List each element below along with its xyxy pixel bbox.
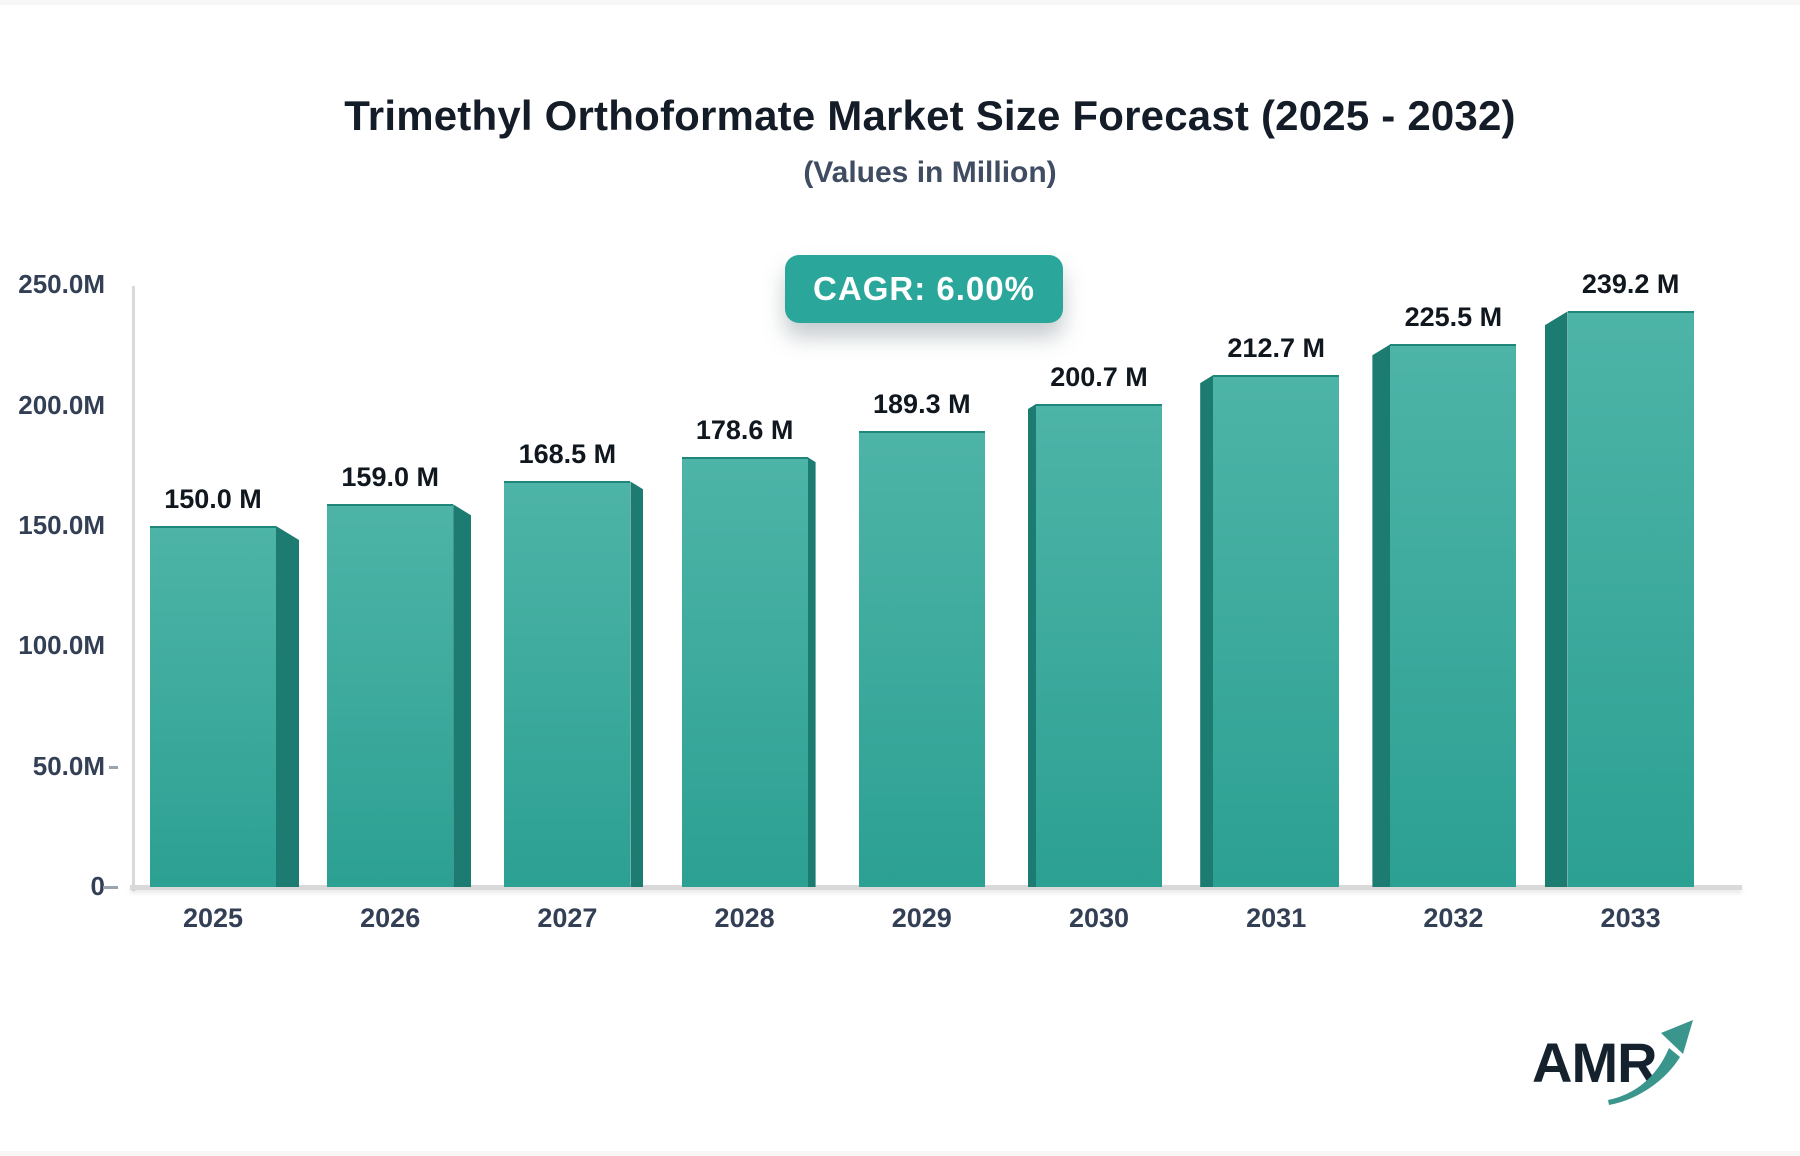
- bar-2026-side: [453, 504, 472, 887]
- cagr-badge: CAGR: 6.00%: [785, 255, 1063, 323]
- bar-2026: [327, 504, 454, 887]
- bar-value-label-2031: 212.7 M: [1227, 333, 1325, 364]
- growth-arrow-icon: [1608, 1020, 1693, 1105]
- x-axis-label-2028: 2028: [714, 903, 775, 933]
- title-block: Trimethyl Orthoformate Market Size Forec…: [60, 92, 1800, 190]
- bar-2027: [504, 481, 631, 887]
- bar-2029: [858, 431, 985, 887]
- bottom-edge-strip: [0, 1151, 1800, 1156]
- bar-value-label-2026: 159.0 M: [341, 462, 439, 493]
- bar-value-label-2033: 239.2 M: [1581, 269, 1680, 300]
- bar-2028: [681, 457, 808, 887]
- page-title: Trimethyl Orthoformate Market Size Forec…: [344, 92, 1516, 139]
- bar-2030: [1036, 403, 1162, 887]
- y-axis-tick-label: 150.0M: [18, 510, 105, 540]
- bar-2027-side: [630, 481, 644, 887]
- y-axis-tick-label: 50.0M: [32, 750, 105, 781]
- x-axis-label-2025: 2025: [182, 903, 244, 933]
- bar-value-label-2027: 168.5 M: [518, 439, 617, 470]
- bar-2033: [1567, 311, 1694, 887]
- bar-value-label-2032: 225.5 M: [1404, 302, 1503, 333]
- y-axis-tick-label: 250.0M: [18, 269, 105, 300]
- x-axis-label-2030: 2030: [1068, 903, 1130, 933]
- x-axis-label-2032: 2032: [1423, 903, 1484, 933]
- bar-2030-side: [1028, 403, 1036, 887]
- cagr-badge-label: CAGR: 6.00%: [813, 270, 1035, 307]
- x-axis-label-2033: 2033: [1600, 903, 1661, 933]
- bar-value-label-2028: 178.6 M: [695, 415, 794, 446]
- bar-2031-side: [1200, 375, 1214, 887]
- top-edge-strip: [0, 0, 1800, 5]
- x-axis-label-2026: 2026: [360, 903, 421, 933]
- bar-2032-side: [1372, 344, 1391, 887]
- x-axis-label-2029: 2029: [891, 903, 952, 933]
- bar-2032: [1390, 344, 1517, 887]
- y-axis-tick-label: 0: [90, 871, 105, 901]
- bar-2031: [1213, 375, 1340, 887]
- bar-value-label-2029: 189.3 M: [873, 389, 971, 420]
- amr-logo-text: AMR: [1532, 1031, 1658, 1094]
- bar-value-label-2025: 150.0 M: [164, 484, 262, 514]
- x-axis-line: [130, 885, 1742, 890]
- y-axis-line: [132, 286, 135, 891]
- bar-2033-side: [1544, 311, 1568, 887]
- y-axis-tick-label: 100.0M: [18, 630, 105, 661]
- page-subtitle: (Values in Million): [803, 156, 1057, 189]
- bar-2028-side: [807, 457, 816, 887]
- y-axis-tick-label: 200.0M: [18, 389, 105, 420]
- x-axis-label-2027: 2027: [537, 903, 598, 933]
- bar-2025: [150, 526, 276, 887]
- y-axis-tick: [103, 886, 118, 889]
- y-axis-tick: [109, 765, 118, 769]
- bar-2025-side: [276, 526, 299, 887]
- bar-value-label-2030: 200.7 M: [1050, 361, 1148, 392]
- x-axis-label-2031: 2031: [1246, 903, 1307, 933]
